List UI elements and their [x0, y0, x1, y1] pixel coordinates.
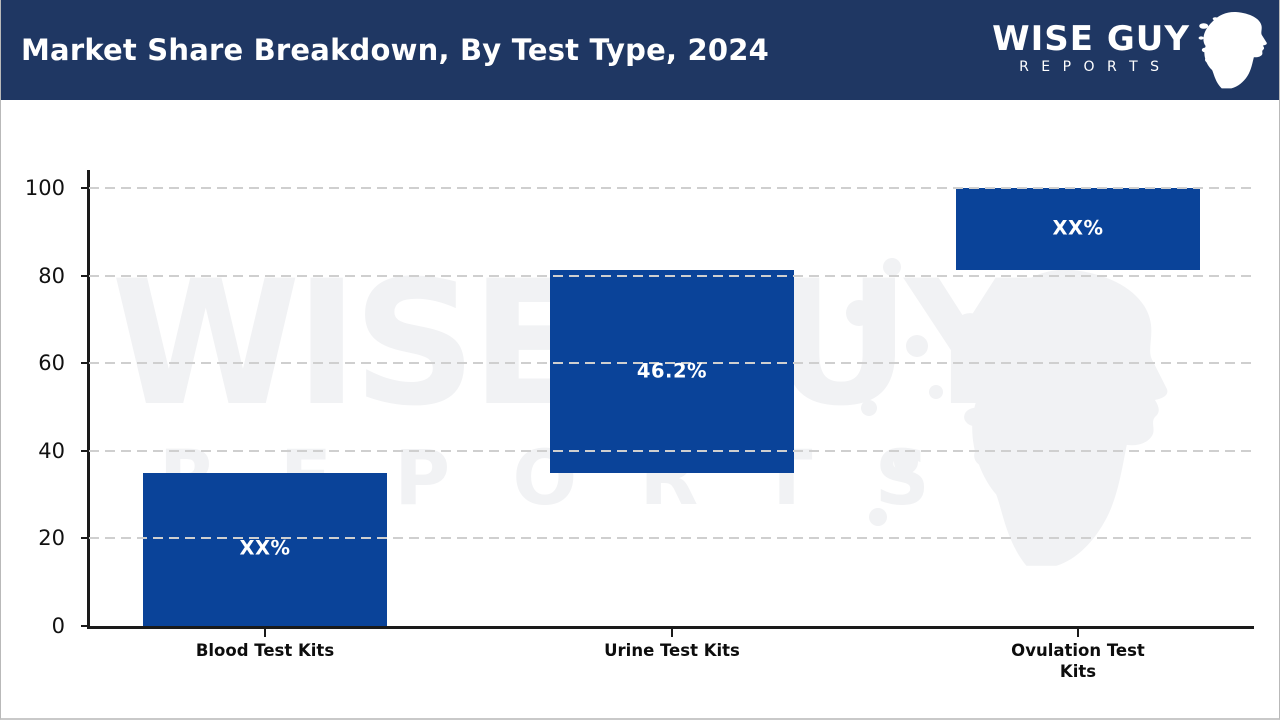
bar	[143, 472, 387, 626]
bar	[550, 270, 794, 473]
x-axis-tick	[671, 629, 673, 637]
logo-subtext: R E P O R T S	[1019, 59, 1164, 75]
watermark-dot	[929, 385, 943, 399]
y-axis-tick	[81, 449, 89, 452]
gridline	[89, 537, 1254, 540]
y-axis-tick	[81, 187, 89, 189]
watermark-dot	[906, 335, 928, 357]
brand-logo: WISE GUY R E P O R T S	[992, 8, 1268, 92]
header-bar: Market Share Breakdown, By Test Type, 20…	[1, 0, 1279, 100]
bar-value-label: XX%	[1052, 216, 1104, 240]
y-axis-tick-label: 80	[38, 263, 65, 288]
y-axis-tick-label: 0	[51, 614, 65, 638]
bar	[956, 188, 1200, 271]
y-axis-tick-label: 100	[24, 176, 65, 200]
x-category-label: Ovulation Test Kits	[1011, 641, 1145, 681]
x-axis-tick	[1077, 629, 1079, 637]
watermark-dot	[846, 300, 872, 326]
x-axis-line	[87, 626, 1254, 629]
y-axis-line	[87, 170, 90, 628]
bar-value-label: XX%	[239, 536, 291, 560]
bar-value-label: 46.2%	[636, 359, 708, 383]
logo-wordmark: WISE GUY	[992, 19, 1190, 59]
logo-text: WISE GUY R E P O R T S	[992, 22, 1190, 75]
y-axis-tick	[81, 537, 89, 540]
x-axis-tick	[264, 629, 266, 637]
x-category-label: Blood Test Kits	[195, 641, 335, 660]
x-category-label: Urine Test Kits	[604, 641, 740, 660]
logo-head-icon	[1196, 10, 1268, 90]
watermark-dot	[883, 258, 901, 276]
y-axis-tick-label: 60	[38, 351, 65, 376]
watermark-dot	[869, 508, 887, 526]
y-axis-tick	[81, 362, 89, 365]
watermark-dot	[894, 450, 918, 474]
y-axis-tick-label: 40	[38, 438, 65, 463]
page-title: Market Share Breakdown, By Test Type, 20…	[21, 33, 770, 67]
watermark-dot	[861, 400, 877, 416]
y-axis-tick-label: 20	[38, 526, 65, 551]
gridline	[89, 274, 1254, 277]
gridline	[89, 187, 1254, 189]
y-axis-tick	[81, 274, 89, 277]
gridline	[89, 362, 1254, 365]
y-axis-tick	[81, 625, 89, 627]
gridline	[89, 449, 1254, 452]
